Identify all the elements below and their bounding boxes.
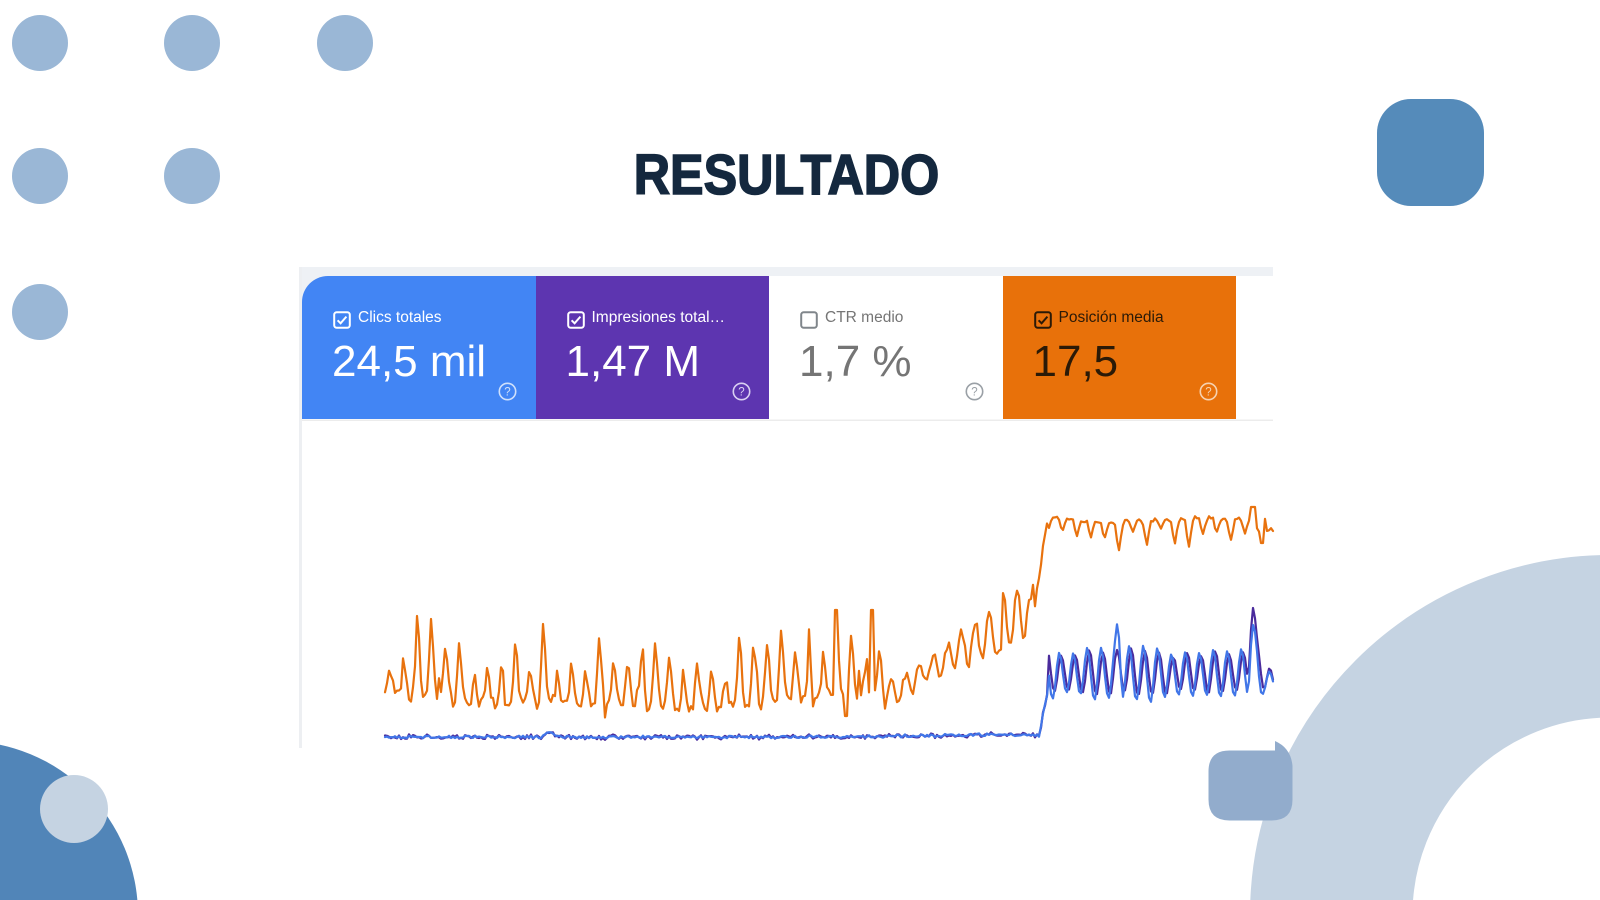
- svg-text:?: ?: [1205, 387, 1211, 399]
- svg-text:?: ?: [738, 387, 744, 399]
- svg-text:?: ?: [971, 387, 977, 399]
- svg-text:?: ?: [504, 387, 510, 399]
